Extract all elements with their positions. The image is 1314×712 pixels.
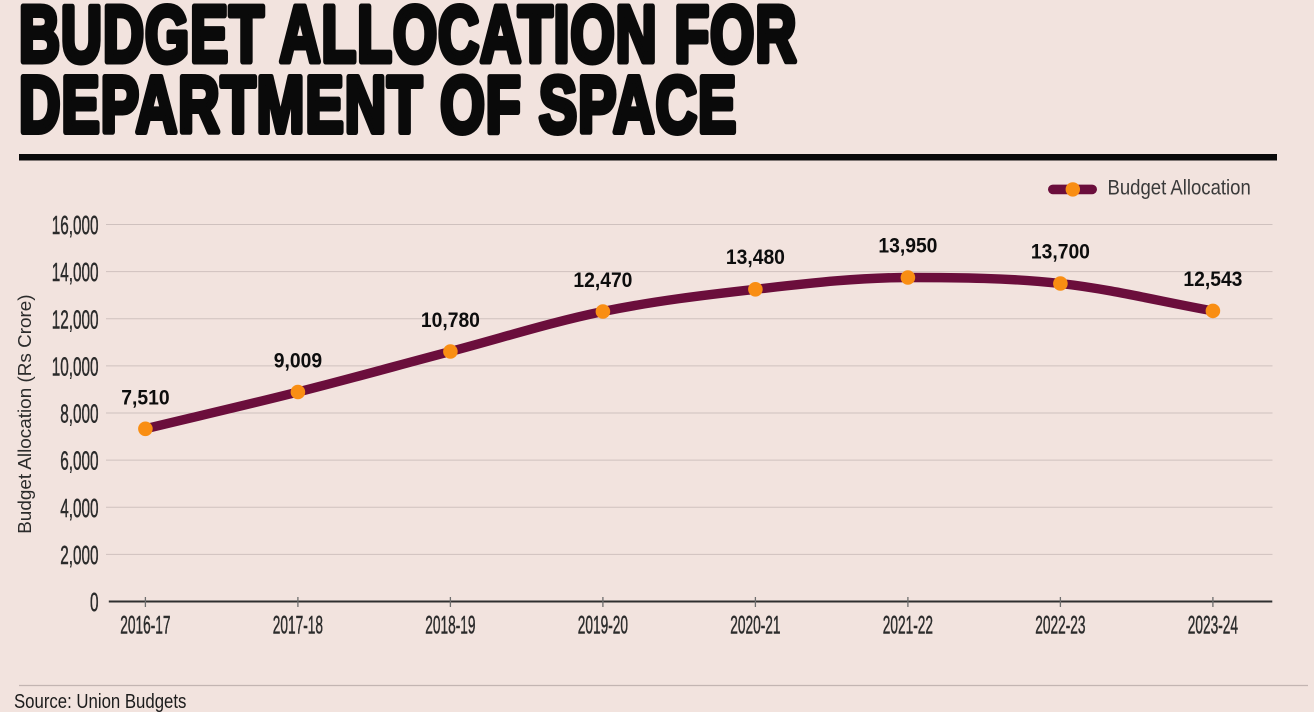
svg-text:13,480: 13,480 — [726, 246, 785, 269]
svg-text:10,000: 10,000 — [52, 354, 99, 382]
svg-text:14,000: 14,000 — [52, 259, 99, 287]
svg-text:2017-18: 2017-18 — [273, 612, 323, 639]
svg-text:13,950: 13,950 — [878, 235, 937, 258]
svg-text:4,000: 4,000 — [60, 495, 98, 523]
svg-text:Source: Union Budgets: Source: Union Budgets — [14, 689, 186, 712]
svg-text:2020-21: 2020-21 — [730, 612, 780, 639]
svg-text:12,000: 12,000 — [52, 307, 99, 335]
svg-text:13,700: 13,700 — [1031, 241, 1090, 264]
svg-text:9,009: 9,009 — [274, 350, 322, 373]
svg-text:16,000: 16,000 — [52, 212, 99, 240]
svg-text:BUDGET ALLOCATION FOR: BUDGET ALLOCATION FOR — [19, 0, 797, 79]
svg-text:2,000: 2,000 — [60, 542, 98, 570]
svg-text:2021-22: 2021-22 — [883, 612, 933, 639]
svg-text:0: 0 — [90, 589, 99, 617]
svg-text:Budget Allocation: Budget Allocation — [1108, 176, 1251, 199]
svg-text:Budget Allocation (Rs Crore): Budget Allocation (Rs Crore) — [15, 294, 36, 533]
svg-text:12,543: 12,543 — [1183, 268, 1242, 291]
svg-text:2019-20: 2019-20 — [578, 612, 628, 639]
svg-text:2023-24: 2023-24 — [1188, 612, 1238, 639]
svg-text:10,780: 10,780 — [421, 309, 480, 332]
svg-text:7,510: 7,510 — [121, 387, 169, 410]
svg-text:2018-19: 2018-19 — [425, 612, 475, 639]
svg-text:DEPARTMENT OF SPACE: DEPARTMENT OF SPACE — [19, 60, 737, 150]
svg-text:8,000: 8,000 — [60, 401, 98, 429]
svg-text:6,000: 6,000 — [60, 448, 98, 476]
svg-text:2022-23: 2022-23 — [1035, 612, 1085, 639]
svg-text:2016-17: 2016-17 — [120, 612, 170, 639]
svg-text:12,470: 12,470 — [573, 269, 632, 292]
